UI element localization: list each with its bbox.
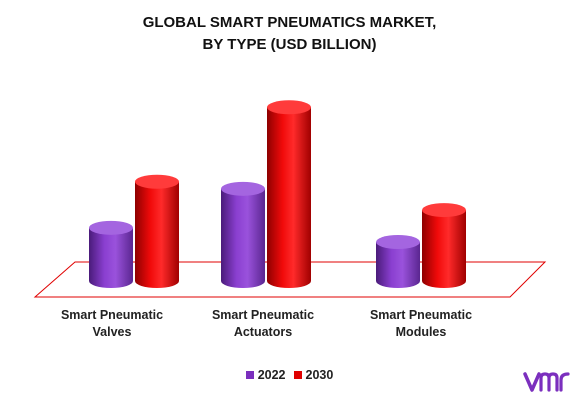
legend-swatch-2022 xyxy=(245,371,254,379)
bar-2022-1 xyxy=(221,181,265,288)
bar-top xyxy=(221,181,265,196)
bar-body xyxy=(221,188,265,288)
bar-top xyxy=(135,174,179,189)
bar-2030-0 xyxy=(135,174,179,288)
bar-2030-2 xyxy=(422,203,466,288)
legend-label-2022: 2022 xyxy=(257,368,286,382)
bar-body xyxy=(135,181,179,288)
chart-title-line-1: GLOBAL SMART PNEUMATICS MARKET, xyxy=(142,14,437,31)
bar-2022-2 xyxy=(376,235,420,288)
category-label-line: Smart Pneumatic xyxy=(211,308,315,322)
bar-body xyxy=(267,107,311,288)
category-label-valves: Smart Pneumatic Valves xyxy=(37,307,187,341)
bar-top xyxy=(267,100,311,115)
bar-2022-0 xyxy=(89,220,133,288)
chart-title-line-2: BY TYPE (USD BILLION) xyxy=(202,36,377,53)
legend-swatch-2030 xyxy=(293,371,302,379)
bar-body xyxy=(422,210,466,288)
category-label-actuators: Smart Pneumatic Actuators xyxy=(188,307,338,341)
category-label-line: Smart Pneumatic xyxy=(60,308,164,322)
bar-2030-1 xyxy=(267,100,311,288)
bar-body xyxy=(89,227,133,288)
category-label-line: Valves xyxy=(92,325,132,339)
category-label-modules: Smart Pneumatic Modules xyxy=(346,307,496,341)
legend-item-2022: 2022 xyxy=(245,368,286,382)
legend: 2022 2030 xyxy=(0,368,579,382)
vmr-logo-icon xyxy=(523,372,570,392)
bar-top xyxy=(376,235,420,249)
chart-title: GLOBAL SMART PNEUMATICS MARKET, BY TYPE … xyxy=(0,12,579,56)
category-label-line: Smart Pneumatic xyxy=(369,308,473,322)
legend-item-2030: 2030 xyxy=(293,368,334,382)
bar-group xyxy=(89,100,466,288)
bar-top xyxy=(422,203,466,218)
category-label-line: Modules xyxy=(395,325,447,339)
bar-body xyxy=(376,242,420,288)
category-label-line: Actuators xyxy=(233,325,293,339)
bar-top xyxy=(89,220,133,235)
legend-label-2030: 2030 xyxy=(305,368,334,382)
